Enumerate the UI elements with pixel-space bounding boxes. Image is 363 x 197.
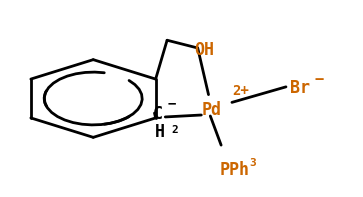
Text: −: − [314,72,323,86]
Text: C: C [153,105,163,123]
Text: H: H [155,124,164,141]
Text: Pd: Pd [201,101,221,119]
Text: −: − [167,96,175,110]
Text: OH: OH [194,41,214,59]
Text: 2+: 2+ [232,84,249,98]
Text: Br: Br [290,79,310,97]
Text: 3: 3 [249,158,256,168]
Text: 2: 2 [171,125,178,135]
Text: PPh: PPh [219,161,249,179]
